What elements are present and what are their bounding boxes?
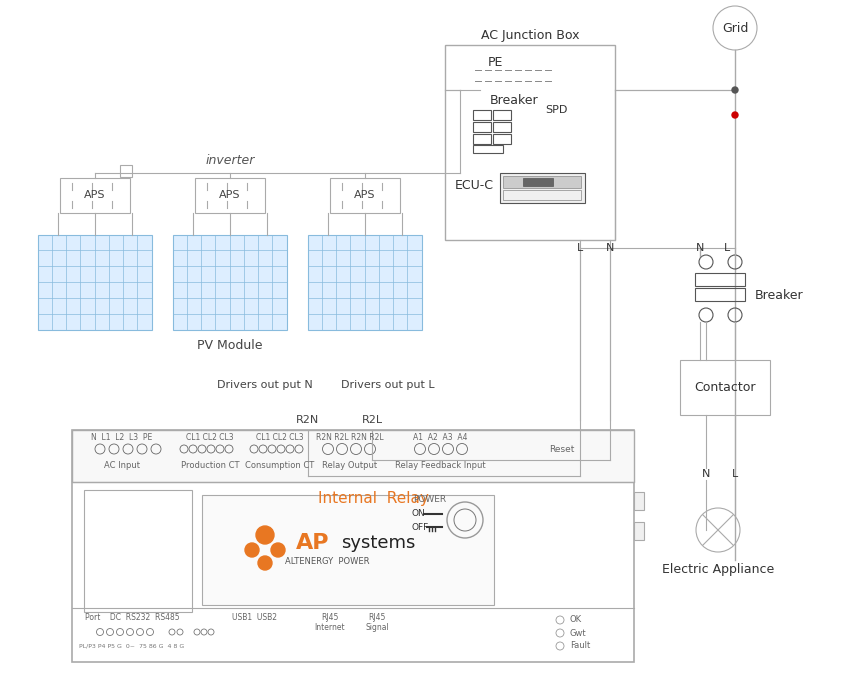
- Text: PE: PE: [487, 55, 502, 68]
- Text: R2L: R2L: [361, 415, 383, 425]
- Text: AC Junction Box: AC Junction Box: [481, 29, 580, 42]
- Text: RJ45: RJ45: [368, 612, 386, 621]
- Bar: [202, 495, 494, 605]
- Bar: [445, 45, 615, 240]
- Text: Production CT: Production CT: [181, 462, 239, 471]
- Text: Internal  Relay: Internal Relay: [318, 490, 429, 506]
- Text: Internet: Internet: [315, 623, 345, 632]
- Text: N: N: [702, 469, 710, 479]
- Text: inverter: inverter: [205, 153, 255, 166]
- Text: Relay Feedback Input: Relay Feedback Input: [395, 462, 485, 471]
- Text: Breaker: Breaker: [755, 288, 804, 301]
- Bar: [503, 190, 581, 200]
- Text: systems: systems: [341, 534, 415, 552]
- Text: PL/P3 P4 P5 G  0~  75 86 G  4 8 G: PL/P3 P4 P5 G 0~ 75 86 G 4 8 G: [80, 643, 185, 649]
- Text: Consumption CT: Consumption CT: [246, 462, 315, 471]
- Bar: [523, 178, 553, 186]
- Text: POWER: POWER: [413, 495, 447, 504]
- Bar: [473, 134, 491, 144]
- Circle shape: [732, 87, 738, 93]
- Text: Relay Output: Relay Output: [323, 462, 377, 471]
- Text: Signal: Signal: [366, 623, 389, 632]
- Bar: [634, 522, 644, 540]
- Text: N: N: [606, 243, 615, 253]
- Text: RJ45: RJ45: [321, 612, 339, 621]
- Bar: [473, 122, 491, 132]
- Text: Drivers out put L: Drivers out put L: [342, 380, 435, 390]
- Text: Contactor: Contactor: [694, 380, 756, 393]
- Circle shape: [256, 526, 274, 544]
- Text: A1  A2  A3  A4: A1 A2 A3 A4: [413, 432, 467, 442]
- Text: Grid: Grid: [722, 21, 748, 34]
- Text: L: L: [732, 469, 738, 479]
- Text: Fault: Fault: [570, 641, 591, 651]
- Bar: [120, 165, 132, 177]
- Text: N  L1  L2  L3  PE: N L1 L2 L3 PE: [92, 432, 152, 442]
- Text: AP: AP: [296, 533, 330, 553]
- Text: OK: OK: [570, 616, 582, 625]
- Text: PV Module: PV Module: [197, 338, 263, 351]
- Text: Electric Appliance: Electric Appliance: [662, 564, 774, 577]
- Bar: [308, 235, 422, 330]
- Bar: [493, 122, 511, 132]
- Text: R2N R2L R2N R2L: R2N R2L R2N R2L: [316, 432, 383, 442]
- Text: Breaker: Breaker: [490, 93, 538, 106]
- Bar: [473, 110, 491, 120]
- Text: USB1  USB2: USB1 USB2: [233, 612, 277, 621]
- Text: ALTENERGY  POWER: ALTENERGY POWER: [285, 558, 369, 566]
- Text: APS: APS: [354, 190, 376, 200]
- Text: APS: APS: [219, 190, 241, 200]
- Text: L: L: [724, 243, 730, 253]
- Bar: [503, 176, 581, 188]
- Bar: [60, 178, 130, 213]
- Text: R2N: R2N: [296, 415, 319, 425]
- Bar: [38, 235, 152, 330]
- Bar: [695, 273, 745, 286]
- Text: ECU-C: ECU-C: [455, 179, 494, 192]
- Bar: [173, 235, 287, 330]
- Bar: [473, 145, 503, 153]
- Text: ON: ON: [412, 510, 425, 519]
- Text: Port    DC  RS232  RS485: Port DC RS232 RS485: [85, 612, 179, 621]
- Text: CL1 CL2 CL3: CL1 CL2 CL3: [187, 432, 234, 442]
- Bar: [72, 430, 634, 662]
- Bar: [84, 490, 192, 612]
- Bar: [195, 178, 265, 213]
- Bar: [330, 178, 400, 213]
- Text: CL1 CL2 CL3: CL1 CL2 CL3: [256, 432, 304, 442]
- Bar: [680, 360, 770, 415]
- Text: Gwt: Gwt: [570, 629, 586, 638]
- Text: N: N: [696, 243, 704, 253]
- Text: L: L: [577, 243, 583, 253]
- Circle shape: [258, 556, 272, 570]
- Bar: [695, 288, 745, 301]
- Bar: [493, 134, 511, 144]
- Bar: [493, 110, 511, 120]
- Circle shape: [732, 112, 738, 118]
- Text: AC Input: AC Input: [104, 462, 140, 471]
- Bar: [500, 173, 585, 203]
- Bar: [72, 430, 634, 482]
- Text: APS: APS: [84, 190, 106, 200]
- Text: OFF: OFF: [412, 523, 429, 532]
- Text: Drivers out put N: Drivers out put N: [217, 380, 313, 390]
- Text: Reset: Reset: [550, 445, 574, 453]
- Circle shape: [245, 543, 259, 557]
- Text: SPD: SPD: [545, 105, 568, 115]
- Bar: [634, 492, 644, 510]
- Circle shape: [271, 543, 285, 557]
